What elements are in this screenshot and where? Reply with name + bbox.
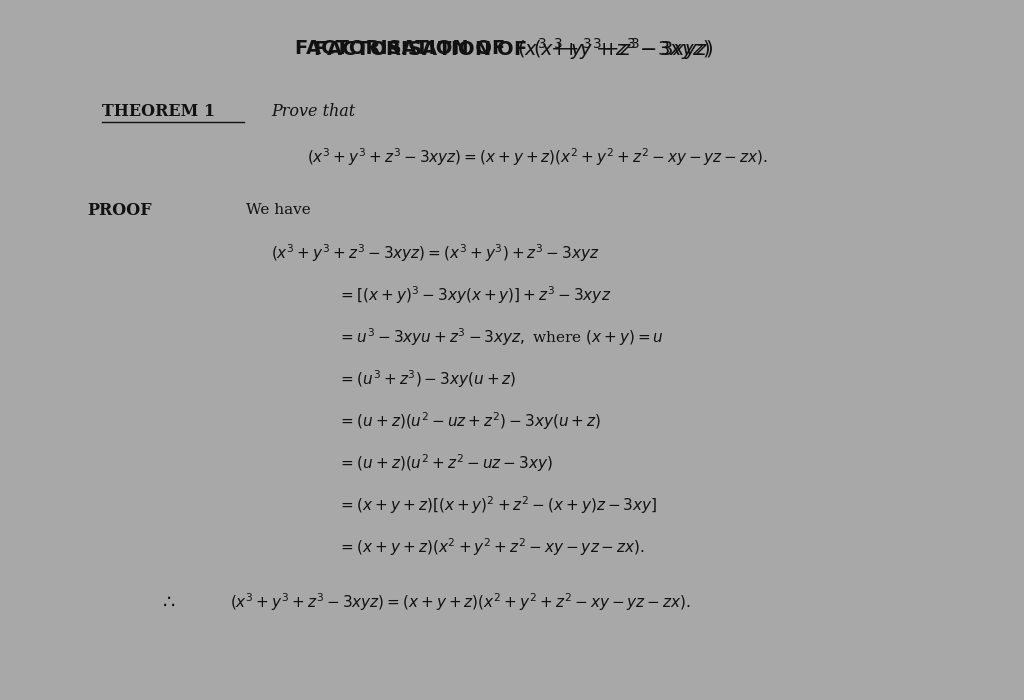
Text: $=(u+z)(u^2+z^2-uz-3xy)$: $=(u+z)(u^2+z^2-uz-3xy)$: [338, 452, 553, 475]
Text: PROOF: PROOF: [87, 202, 152, 218]
Text: $(x^3+y^3+z^3-3xyz)$: $(x^3+y^3+z^3-3xyz)$: [517, 36, 714, 62]
Text: THEOREM 1: THEOREM 1: [102, 104, 215, 120]
Text: $(x^3+y^3+z^3-3xyz)=(x^3+y^3)+z^3-3xyz$: $(x^3+y^3+z^3-3xyz)=(x^3+y^3)+z^3-3xyz$: [271, 242, 600, 264]
Text: $=(u^3+z^3)-3xy(u+z)$: $=(u^3+z^3)-3xy(u+z)$: [338, 368, 516, 391]
Text: $=(x+y+z)(x^2+y^2+z^2-xy-yz-zx).$: $=(x+y+z)(x^2+y^2+z^2-xy-yz-zx).$: [338, 536, 645, 559]
Text: $(x^3+y^3+z^3-3xyz)=(x+y+z)(x^2+y^2+z^2-xy-yz-zx).$: $(x^3+y^3+z^3-3xyz)=(x+y+z)(x^2+y^2+z^2-…: [230, 591, 691, 613]
Text: $=(x+y+z)[(x+y)^2+z^2-(x+y)z-3xy]$: $=(x+y+z)[(x+y)^2+z^2-(x+y)z-3xy]$: [338, 494, 657, 516]
Text: $=[(x+y)^3-3xy(x+y)]+z^3-3xyz$: $=[(x+y)^3-3xy(x+y)]+z^3-3xyz$: [338, 284, 611, 307]
Text: $=(u+z)(u^2-uz+z^2)-3xy(u+z)$: $=(u+z)(u^2-uz+z^2)-3xy(u+z)$: [338, 410, 601, 432]
Text: $\bf{FACTORISATION\ OF\ }$$(x^3\!+\!y^3\!+\!z^3\!-\!3xyz)$: $\bf{FACTORISATION\ OF\ }$$(x^3\!+\!y^3\…: [313, 36, 711, 62]
Text: Prove that: Prove that: [271, 104, 355, 120]
Text: $\therefore$: $\therefore$: [159, 593, 176, 611]
Text: We have: We have: [246, 203, 310, 217]
Text: $(x^3+y^3+z^3-3xyz)=(x+y+z)(x^2+y^2+z^2-xy-yz-zx).$: $(x^3+y^3+z^3-3xyz)=(x+y+z)(x^2+y^2+z^2-…: [307, 147, 768, 169]
Text: FACTORISATION OF: FACTORISATION OF: [295, 39, 512, 59]
Text: $=u^3-3xyu+z^3-3xyz,$ where $(x+y)=u$: $=u^3-3xyu+z^3-3xyz,$ where $(x+y)=u$: [338, 326, 664, 349]
